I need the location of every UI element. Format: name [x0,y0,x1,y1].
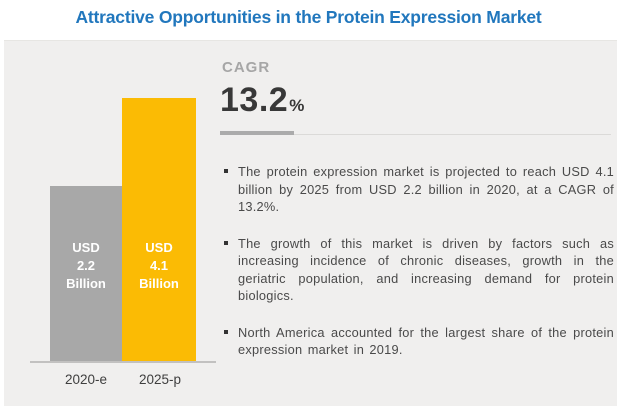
bar-label-line: USD [72,240,100,255]
bar-2025 [122,98,196,361]
bar-label-line: 2.2 [76,258,96,273]
divider-thin-line [220,134,611,135]
bullet-text: The protein expression market is project… [238,164,614,214]
cagr-divider [220,131,611,135]
x-axis-label-2025: 2025-p [138,372,182,387]
list-item: North America accounted for the largest … [224,324,614,359]
summary-column: CAGR 13.2 % The protein expression marke… [218,41,614,406]
bar-label-line: USD [145,240,173,255]
divider-accent-segment [220,131,294,135]
key-points-list: The protein expression market is project… [224,163,614,378]
bar-label-line: 4.1 [149,258,169,273]
bar-chart: USD 2.2 Billion USD 4.1 Billion 2020-e 2… [4,41,218,406]
content-panel: USD 2.2 Billion USD 4.1 Billion 2020-e 2… [4,40,617,406]
cagr-value: 13.2 % [220,81,304,120]
cagr-number: 13.2 [220,81,289,119]
list-item: The growth of this market is driven by f… [224,235,614,305]
x-axis-label-2020: 2020-e [64,372,108,387]
bullet-square-icon [224,329,228,334]
cagr-percent-sign: % [289,96,305,115]
cagr-label: CAGR [222,59,271,76]
bullet-text: The growth of this market is driven by f… [238,235,614,304]
bullet-square-icon [224,169,228,173]
bar-label-line: Billion [66,276,106,291]
bar-label-line: Billion [139,276,179,291]
x-axis-line [30,361,216,363]
list-item: The protein expression market is project… [224,163,614,216]
bar-2020 [50,186,122,361]
bar-value-label-2020: USD 2.2 Billion [50,239,122,293]
bullet-text: North America accounted for the largest … [238,324,614,358]
bullet-square-icon [224,240,228,245]
bar-value-label-2025: USD 4.1 Billion [122,239,196,293]
page-title: Attractive Opportunities in the Protein … [75,7,542,27]
